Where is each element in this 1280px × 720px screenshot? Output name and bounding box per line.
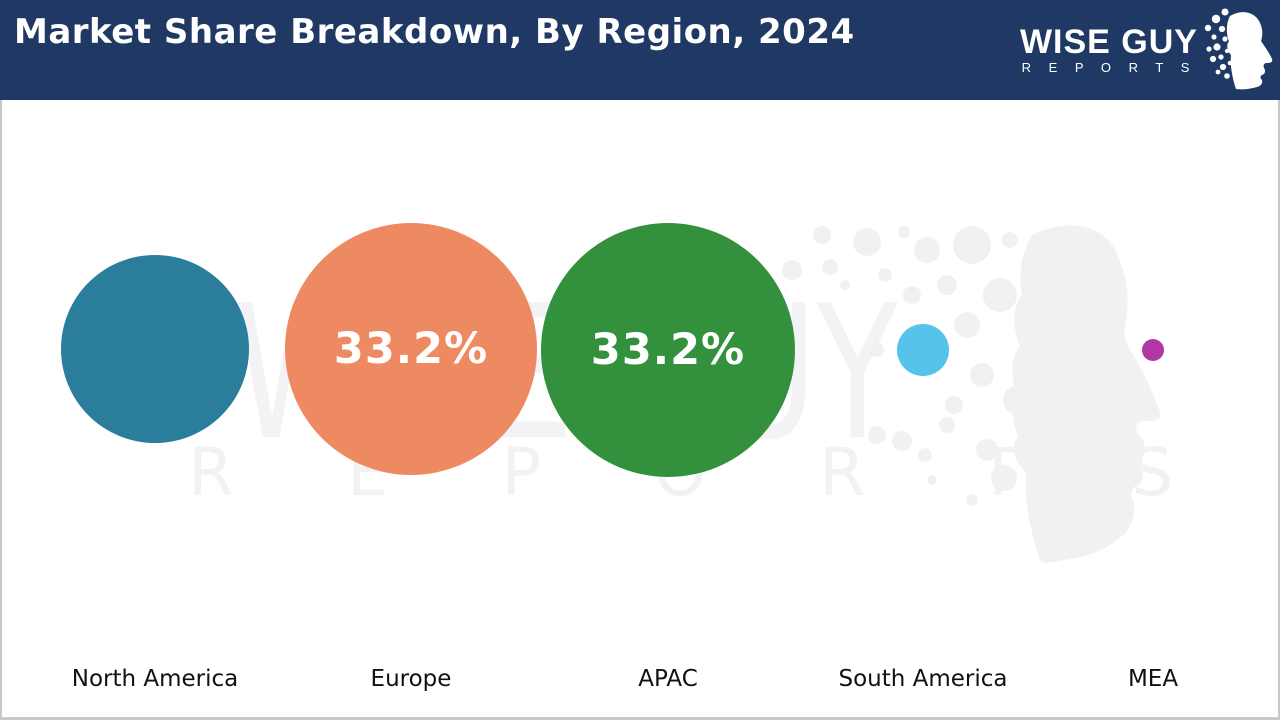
bubble-value-label-apac: 33.2% (590, 325, 746, 375)
category-label-europe: Europe (370, 666, 452, 692)
category-label-south-america: South America (838, 666, 1008, 692)
brand-name: WISE GUY (1019, 23, 1198, 61)
bubble-mea (1142, 339, 1164, 361)
brand-logo-text: WISE GUY R E P O R T S (1020, 24, 1198, 76)
page-title: Market Share Breakdown, By Region, 2024 (14, 12, 855, 52)
category-label-north-america: North America (71, 666, 239, 692)
bubble-value-label-europe: 33.2% (333, 324, 489, 374)
brand-logo: WISE GUY R E P O R T S (1020, 4, 1278, 96)
bubble-south-america (897, 324, 949, 376)
chart-canvas: WISE GUY R E P O R T S 33. (0, 100, 1280, 720)
brand-face-icon (1204, 8, 1273, 90)
bubble-europe: 33.2% (285, 223, 537, 475)
category-label-mea: MEA (1127, 666, 1179, 692)
category-label-apac: APAC (638, 666, 698, 692)
brand-subtitle: R E P O R T S (1021, 60, 1197, 75)
bubble-north-america (61, 255, 249, 443)
header-bar: Market Share Breakdown, By Region, 2024 … (0, 0, 1280, 100)
bubble-apac: 33.2% (541, 223, 795, 477)
watermark-face-icon (782, 225, 1161, 563)
